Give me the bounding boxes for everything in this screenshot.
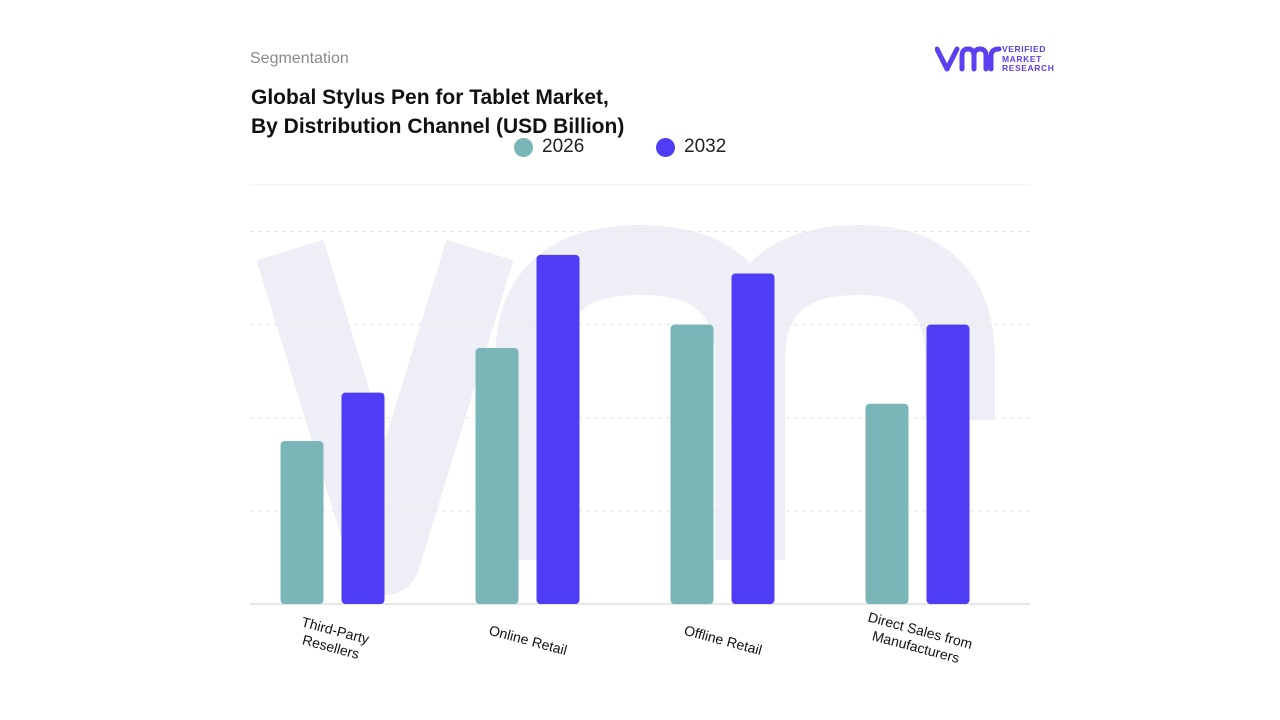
logo-text-research: RESEARCH <box>1002 63 1055 73</box>
legend-item-2032: 2032 <box>656 136 726 158</box>
segment-label: Segmentation <box>250 50 349 67</box>
chart-title: Global Stylus Pen for Tablet Market, By … <box>251 83 624 141</box>
bar-2026-2 <box>670 324 714 604</box>
bar-2026-1 <box>475 347 519 604</box>
legend-label-2026: 2026 <box>542 136 585 157</box>
vmr-logo <box>935 46 1002 72</box>
chart-title-line-1: Global Stylus Pen for Tablet Market, <box>251 86 609 109</box>
legend-swatch-2026 <box>514 137 533 157</box>
legend-item-2026: 2026 <box>514 136 584 158</box>
bar-2032-1 <box>536 254 580 605</box>
bar-2026-0 <box>280 441 324 604</box>
logo-text-verified: VERIFIED <box>1002 44 1047 54</box>
chart-title-line-2: By Distribution Channel (USD Billion) <box>251 115 625 138</box>
chart-legend: 2026 2032 <box>0 136 1280 160</box>
bar-2032-0 <box>341 392 385 604</box>
watermark-v-shape <box>256 239 514 595</box>
legend-label-2032: 2032 <box>684 136 727 157</box>
legend-swatch-2032 <box>656 137 675 157</box>
bar-2032-3 <box>926 324 970 604</box>
bar-2026-3 <box>865 403 909 604</box>
bar-2032-2 <box>731 273 775 604</box>
logo-text-market: MARKET <box>1002 53 1042 64</box>
logo-text: VERIFIED MARKET RESEARCH <box>1002 44 1055 74</box>
watermark-logo <box>256 224 995 595</box>
